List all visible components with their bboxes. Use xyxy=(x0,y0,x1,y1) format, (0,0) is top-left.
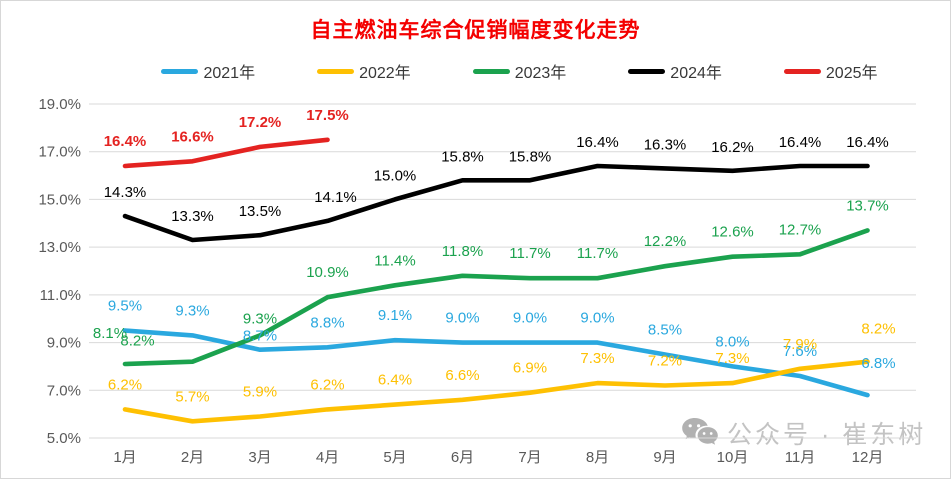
data-label-2021年: 9.0% xyxy=(445,310,479,327)
data-label-2024年: 16.4% xyxy=(779,134,822,151)
data-label-2021年: 8.0% xyxy=(715,333,749,350)
data-label-2023年: 12.6% xyxy=(711,224,754,241)
legend-item-2023年: 2023年 xyxy=(472,59,567,83)
data-label-2022年: 6.6% xyxy=(445,367,479,384)
data-label-2025年: 17.5% xyxy=(306,107,349,124)
series-line-2022年 xyxy=(122,359,870,424)
data-label-2021年: 8.8% xyxy=(310,314,344,331)
data-label-2021年: 9.1% xyxy=(378,307,412,324)
x-tick-label: 11月 xyxy=(785,449,816,466)
legend-label: 2024年 xyxy=(670,65,722,82)
data-label-2023年: 11.8% xyxy=(442,243,483,260)
data-label-2024年: 16.4% xyxy=(846,134,889,151)
wechat-icon xyxy=(682,418,718,445)
data-label-2022年: 7.9% xyxy=(783,336,817,353)
data-label-2024年: 16.4% xyxy=(576,134,619,151)
data-label-2022年: 6.2% xyxy=(310,376,344,393)
data-label-2022年: 7.3% xyxy=(580,350,614,367)
data-label-2024年: 14.1% xyxy=(314,189,357,206)
data-label-2024年: 15.8% xyxy=(509,148,552,165)
data-label-2021年: 8.5% xyxy=(648,322,682,339)
series-line-2025年 xyxy=(122,137,330,169)
series-line-2023年 xyxy=(122,228,870,367)
x-tick-label: 2月 xyxy=(181,449,204,466)
data-label-2024年: 16.2% xyxy=(711,139,754,156)
y-tick-label: 5.0% xyxy=(47,430,81,447)
legend-dash-icon xyxy=(783,68,821,74)
data-label-2021年: 8.7% xyxy=(243,328,277,345)
data-label-2022年: 6.4% xyxy=(378,372,412,389)
data-label-2023年: 8.2% xyxy=(120,333,154,350)
data-label-2022年: 7.2% xyxy=(648,353,682,370)
chart-title: 自主燃油车综合促销幅度变化走势 xyxy=(310,19,641,42)
data-label-2023年: 10.9% xyxy=(306,264,349,281)
series-line-2024年 xyxy=(122,163,870,243)
x-tick-label: 9月 xyxy=(653,449,676,466)
x-tick-label: 6月 xyxy=(451,449,474,466)
data-label-2022年: 5.9% xyxy=(243,384,277,401)
x-tick-label: 4月 xyxy=(316,449,339,466)
data-label-2021年: 6.8% xyxy=(861,355,895,372)
x-tick-label: 5月 xyxy=(383,449,406,466)
legend-label: 2025年 xyxy=(825,65,878,82)
legend-label: 2023年 xyxy=(514,65,567,82)
data-label-2023年: 12.2% xyxy=(644,233,687,250)
data-label-2025年: 17.2% xyxy=(239,114,282,131)
data-label-2023年: 13.7% xyxy=(846,197,889,214)
data-label-2021年: 9.5% xyxy=(108,298,142,315)
data-label-2025年: 16.4% xyxy=(104,133,147,150)
data-label-2022年: 8.2% xyxy=(861,321,895,338)
data-label-2021年: 9.0% xyxy=(580,310,614,327)
data-label-2021年: 9.0% xyxy=(513,310,547,327)
x-tick-label: 8月 xyxy=(586,449,609,466)
legend-item-2022年: 2022年 xyxy=(317,59,411,83)
watermark: 公众号 · 崔东树 xyxy=(681,415,926,451)
legend-item-2025年: 2025年 xyxy=(783,59,878,83)
x-tick-label: 7月 xyxy=(518,449,541,466)
data-label-2023年: 8.1% xyxy=(93,325,127,342)
data-label-2024年: 15.0% xyxy=(374,167,417,184)
y-tick-label: 11.0% xyxy=(40,287,81,304)
legend-dash-icon xyxy=(628,68,666,74)
y-tick-label: 15.0% xyxy=(38,191,81,208)
x-tick-label: 12月 xyxy=(852,449,884,466)
data-label-2023年: 11.7% xyxy=(577,245,618,262)
y-tick-label: 19.0% xyxy=(38,96,81,113)
legend-item-2021年: 2021年 xyxy=(161,59,255,83)
data-label-2024年: 16.3% xyxy=(644,136,687,153)
series-line-2021年 xyxy=(122,328,870,398)
data-label-2024年: 13.5% xyxy=(239,203,282,220)
data-label-2021年: 9.3% xyxy=(175,302,209,319)
data-label-2024年: 13.3% xyxy=(171,208,214,225)
data-label-2024年: 15.8% xyxy=(441,148,484,165)
y-tick-label: 9.0% xyxy=(47,335,81,352)
data-label-2022年: 5.7% xyxy=(175,388,209,405)
data-label-2023年: 11.7% xyxy=(509,245,550,262)
legend-label: 2021年 xyxy=(203,65,256,82)
watermark-text: 公众号 · 崔东树 xyxy=(727,421,927,449)
y-tick-label: 7.0% xyxy=(47,382,81,399)
x-tick-label: 1月 xyxy=(113,449,136,466)
legend: 2021年 2022年 2023年 2024年 2025年 xyxy=(97,59,942,83)
legend-item-2024年: 2024年 xyxy=(628,59,722,83)
x-tick-label: 10月 xyxy=(717,449,749,466)
y-tick-label: 17.0% xyxy=(38,144,81,161)
legend-dash-icon xyxy=(161,68,199,74)
legend-label: 2022年 xyxy=(359,65,411,82)
legend-dash-icon xyxy=(472,68,510,74)
legend-dash-icon xyxy=(317,68,355,74)
data-label-2025年: 16.6% xyxy=(171,128,214,145)
y-tick-label: 13.0% xyxy=(38,239,81,256)
data-label-2023年: 9.3% xyxy=(243,310,277,327)
x-tick-label: 3月 xyxy=(248,449,271,466)
data-label-2022年: 6.2% xyxy=(108,376,142,393)
data-label-2022年: 6.9% xyxy=(513,360,547,377)
data-label-2023年: 11.4% xyxy=(374,252,415,269)
data-label-2022年: 7.3% xyxy=(715,350,749,367)
data-label-2021年: 7.6% xyxy=(783,343,817,360)
data-label-2024年: 14.3% xyxy=(104,184,147,201)
data-label-2023年: 12.7% xyxy=(779,221,822,238)
